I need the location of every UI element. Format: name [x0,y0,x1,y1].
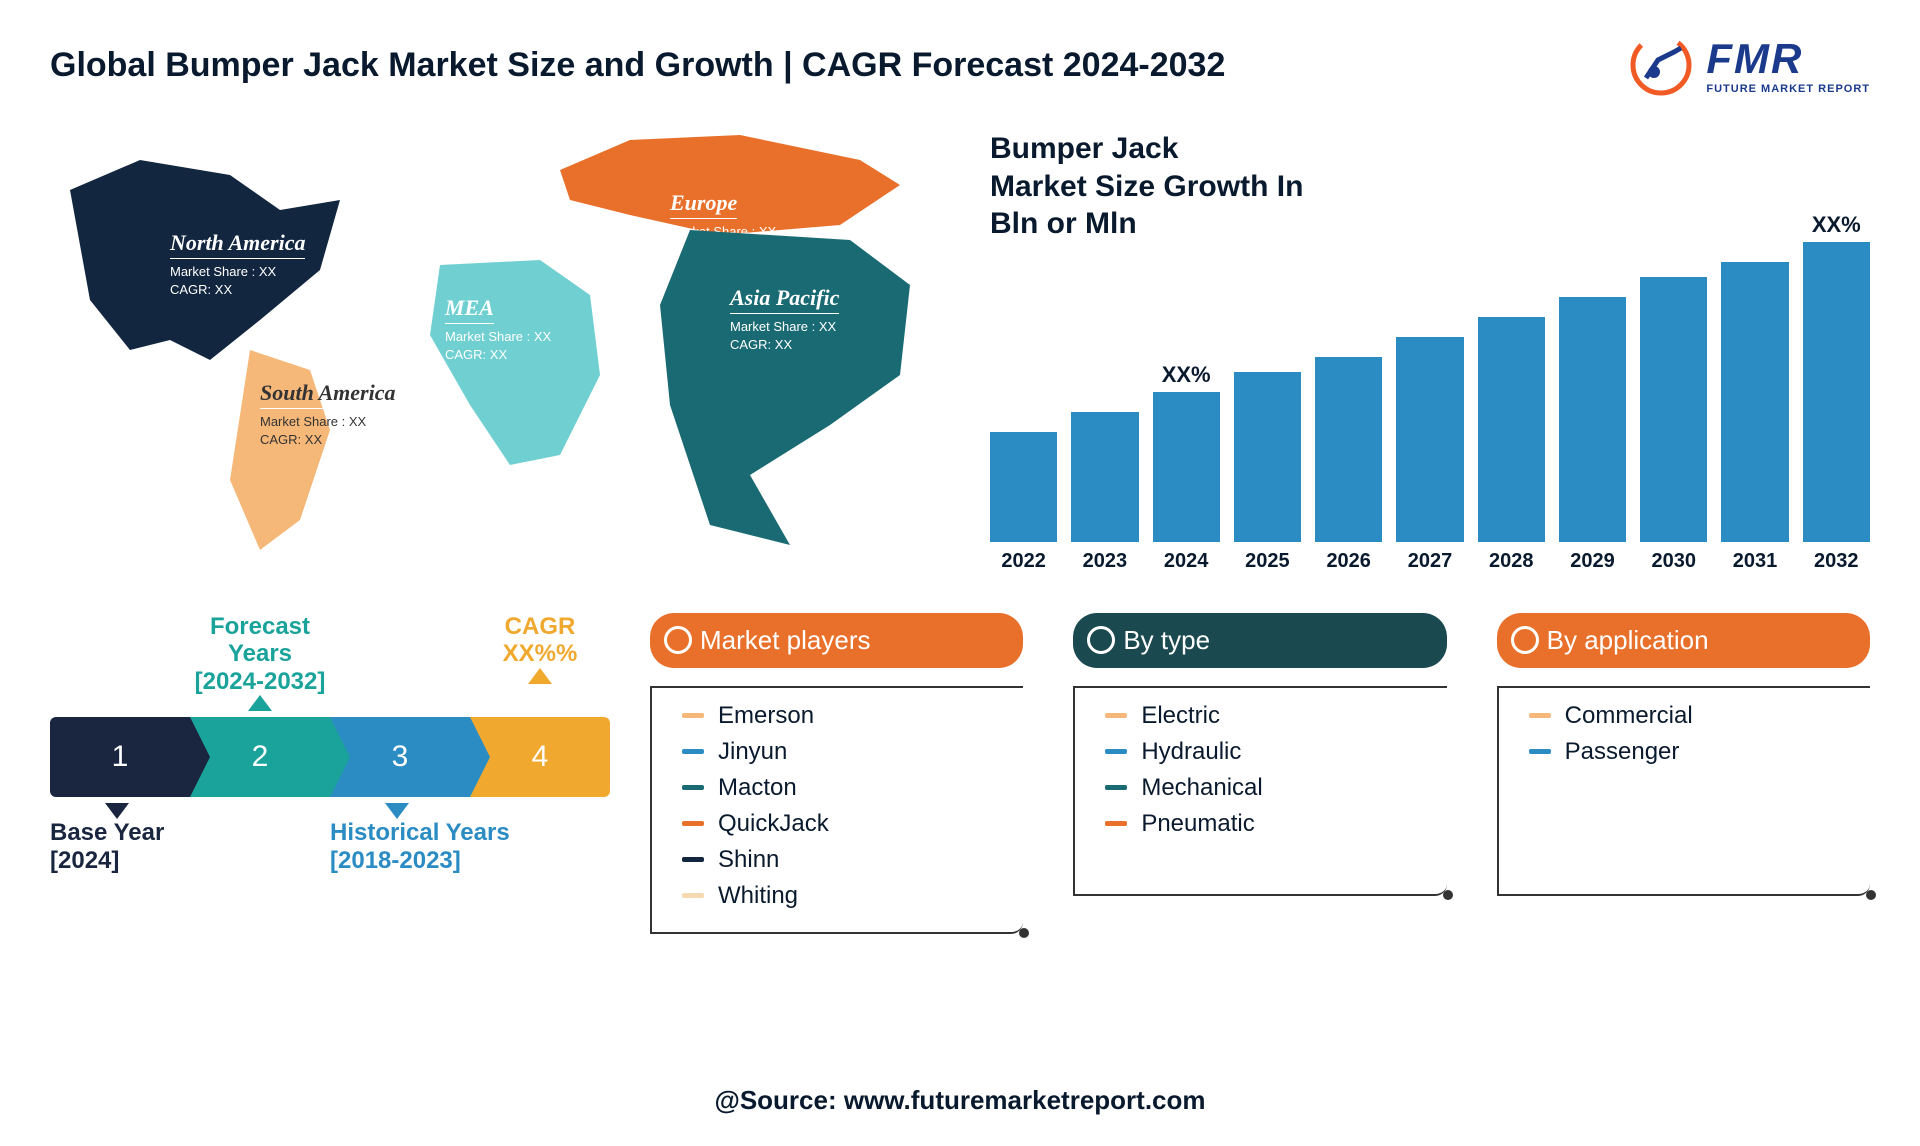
item-label: Emerson [718,702,814,730]
list-item: Commercial [1529,702,1850,730]
list-item: Pneumatic [1105,810,1426,838]
bar-2032: 2032XX% [1803,242,1870,573]
category-market-players: Market players Emerson Jinyun Macton QuickJa… [650,613,1023,934]
bullet-icon [1105,785,1127,790]
item-label: Macton [718,774,797,802]
item-label: Passenger [1565,738,1680,766]
bullet-icon [682,893,704,898]
category-pill: Market players [650,613,1023,668]
item-label: Commercial [1565,702,1693,730]
item-label: Pneumatic [1141,810,1254,838]
logo: FMR FUTURE MARKET REPORT [1626,30,1870,100]
item-label: QuickJack [718,810,829,838]
list-item: Electric [1105,702,1426,730]
bar-2027: 2027 [1396,337,1463,573]
historical-years-label: Historical Years [2018-2023] [330,803,554,874]
list-item: Emerson [682,702,1003,730]
region-label: North AmericaMarket Share : XXCAGR: XX [170,230,305,299]
category-by-application: By application Commercial Passenger [1497,613,1870,934]
forecast-years-label: Forecast Years [2024-2032] [190,613,330,712]
bullet-icon [1105,821,1127,826]
bullet-icon [682,821,704,826]
timeline-step-4: 4 [470,717,610,797]
category-list: Commercial Passenger [1497,686,1870,896]
categories: Market players Emerson Jinyun Macton QuickJa… [650,613,1870,934]
list-item: QuickJack [682,810,1003,838]
chart-title: Bumper Jack Market Size Growth In Bln or… [990,130,1870,243]
logo-subtitle: FUTURE MARKET REPORT [1706,83,1870,95]
bullet-icon [1529,713,1551,718]
list-item: Passenger [1529,738,1850,766]
item-label: Whiting [718,882,798,910]
bullet-icon [682,857,704,862]
list-item: Macton [682,774,1003,802]
item-label: Jinyun [718,738,787,766]
bar-2023: 2023 [1071,412,1138,573]
bar-2030: 2030 [1640,277,1707,573]
region-label: South AmericaMarket Share : XXCAGR: XX [260,380,396,449]
bar-2031: 2031 [1721,262,1788,573]
timeline-blocks: 1234 [50,717,610,797]
bullet-icon [682,713,704,718]
bar-2028: 2028 [1478,317,1545,573]
base-year-label: Base Year [2024] [50,803,218,874]
category-by-type: By type Electric Hydraulic Mechanical Pneuma… [1073,613,1446,934]
bullet-icon [682,785,704,790]
top-row: North AmericaMarket Share : XXCAGR: XX So… [50,130,1870,573]
timeline: Forecast Years [2024-2032] CAGR XX%% 123… [50,613,610,875]
bars-container: 202220232024XX%2025202620272028202920302… [990,253,1870,573]
timeline-step-3: 3 [330,717,470,797]
bullet-icon [1105,713,1127,718]
category-list: Emerson Jinyun Macton QuickJack Shinn Whiting [650,686,1023,934]
bar-2022: 2022 [990,432,1057,573]
map-region-asia-pacific [650,225,1030,570]
page-title: Global Bumper Jack Market Size and Growt… [50,46,1225,85]
region-label: MEAMarket Share : XXCAGR: XX [445,295,551,364]
source-attribution: @Source: www.futuremarketreport.com [0,1085,1920,1116]
bottom-row: Forecast Years [2024-2032] CAGR XX%% 123… [50,613,1870,934]
telescope-icon [1626,30,1696,100]
bar-2026: 2026 [1315,357,1382,573]
list-item: Hydraulic [1105,738,1426,766]
header: Global Bumper Jack Market Size and Growt… [50,30,1870,100]
list-item: Jinyun [682,738,1003,766]
logo-text: FMR [1706,35,1870,83]
list-item: Shinn [682,846,1003,874]
item-label: Mechanical [1141,774,1262,802]
bar-chart: Bumper Jack Market Size Growth In Bln or… [990,130,1870,573]
cagr-label: CAGR XX%% [470,613,610,712]
category-pill: By application [1497,613,1870,668]
timeline-step-2: 2 [190,717,330,797]
category-list: Electric Hydraulic Mechanical Pneumatic [1073,686,1446,896]
category-pill: By type [1073,613,1446,668]
bullet-icon [682,749,704,754]
item-label: Hydraulic [1141,738,1241,766]
bullet-icon [1105,749,1127,754]
item-label: Shinn [718,846,779,874]
region-label: Asia PacificMarket Share : XXCAGR: XX [730,285,839,354]
bar-2024: 2024XX% [1153,392,1220,573]
world-map: North AmericaMarket Share : XXCAGR: XX So… [50,130,950,550]
bar-2029: 2029 [1559,297,1626,573]
list-item: Whiting [682,882,1003,910]
timeline-step-1: 1 [50,717,190,797]
bullet-icon [1529,749,1551,754]
item-label: Electric [1141,702,1220,730]
list-item: Mechanical [1105,774,1426,802]
bar-2025: 2025 [1234,372,1301,573]
